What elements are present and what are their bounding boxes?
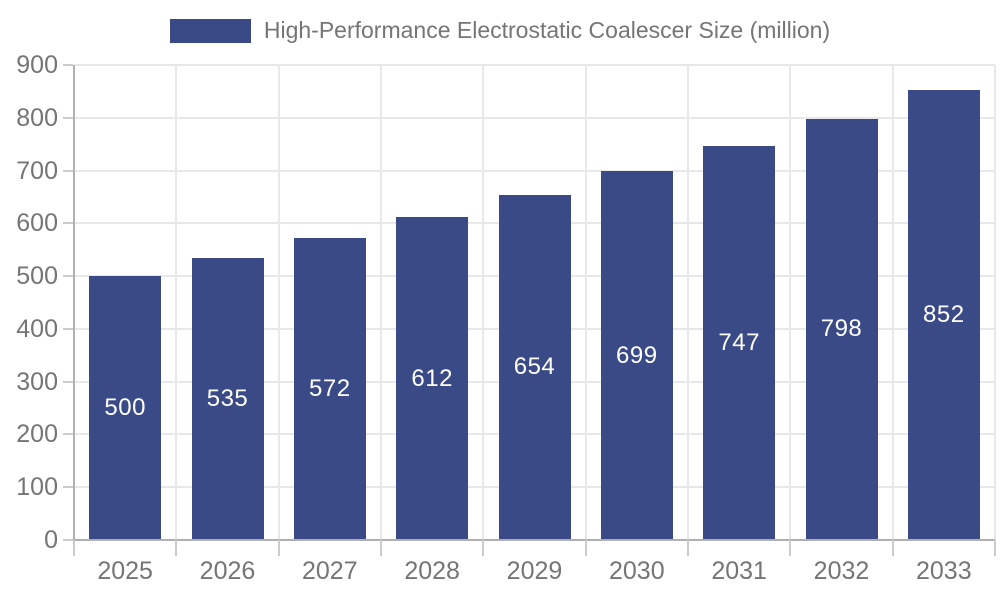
bar-2027[interactable]: 572 [293, 238, 366, 540]
y-axis-tick [63, 116, 73, 119]
gridline-vertical [994, 65, 996, 540]
bar-2028[interactable]: 612 [396, 217, 469, 540]
y-axis-label: 600 [16, 209, 58, 238]
x-axis-label: 2027 [302, 557, 358, 585]
x-axis-label: 2029 [506, 557, 563, 585]
bar-value-label: 535 [206, 384, 249, 412]
y-axis-label: 100 [16, 473, 58, 502]
y-axis-label: 400 [16, 314, 58, 343]
bar-2033[interactable]: 852 [907, 90, 980, 540]
bar-2026[interactable]: 535 [191, 257, 264, 540]
gridline-vertical [380, 65, 382, 540]
y-axis-tick [63, 486, 73, 489]
bar-value-label: 654 [513, 353, 556, 381]
legend-label: High-Performance Electrostatic Coalescer… [263, 17, 831, 43]
y-axis-tick [63, 539, 73, 541]
x-axis-label: 2028 [404, 557, 460, 585]
x-axis-tick [380, 540, 382, 556]
x-axis-tick [277, 540, 280, 556]
gridline-vertical [175, 65, 178, 540]
x-axis-tick [482, 540, 485, 556]
bar-value-label: 798 [820, 315, 863, 343]
y-axis-label: 900 [16, 51, 58, 79]
bar-value-label: 747 [718, 328, 760, 356]
gridline-horizontal [74, 169, 995, 172]
y-axis-label: 500 [16, 262, 58, 291]
x-axis-tick [584, 540, 587, 556]
y-axis-line [73, 65, 75, 540]
legend[interactable]: High-Performance Electrostatic Coalescer… [0, 17, 1000, 44]
x-axis-label: 2030 [609, 557, 665, 585]
gridline-vertical [482, 65, 485, 540]
gridline-vertical [789, 65, 792, 540]
y-axis-label: 700 [16, 156, 58, 185]
plot-area: 500 535 572 612 654 699 747 798 852 [74, 64, 996, 540]
x-axis-tick [175, 540, 178, 556]
y-axis-tick [63, 64, 73, 66]
gridline-vertical [277, 65, 280, 540]
y-axis-label: 800 [16, 103, 58, 132]
x-axis-label: 2026 [199, 557, 256, 585]
y-axis-tick [63, 169, 73, 172]
x-axis-tick [994, 540, 996, 556]
bar-value-label: 852 [923, 301, 965, 329]
y-axis-tick [63, 275, 73, 278]
y-axis-tick [63, 327, 73, 330]
x-axis-line [74, 539, 995, 541]
gridline-vertical [584, 65, 587, 540]
bar-value-label: 699 [616, 341, 658, 369]
bar-2030[interactable]: 699 [600, 171, 673, 540]
y-axis-tick [63, 380, 73, 383]
x-axis-label: 2031 [711, 557, 767, 585]
x-axis-label: 2033 [916, 557, 972, 585]
x-axis-label: 2032 [813, 557, 870, 585]
gridline-vertical [687, 65, 689, 540]
bar-2032[interactable]: 798 [805, 118, 878, 540]
x-axis-tick [73, 540, 75, 556]
gridline-vertical [891, 65, 894, 540]
bar-2029[interactable]: 654 [498, 194, 571, 540]
y-axis-tick [63, 222, 73, 225]
x-axis-tick [891, 540, 894, 556]
y-axis-tick [63, 433, 73, 436]
x-axis-tick [789, 540, 792, 556]
gridline-horizontal [74, 116, 995, 119]
legend-swatch [169, 18, 251, 43]
y-axis-label: 200 [16, 420, 58, 449]
x-axis-tick [687, 540, 689, 556]
x-axis-label: 2025 [97, 557, 153, 585]
gridline-horizontal [74, 64, 995, 66]
bar-value-label: 572 [309, 375, 351, 403]
y-axis-label: 0 [44, 526, 58, 554]
bar-value-label: 500 [104, 394, 146, 422]
bar-2031[interactable]: 747 [703, 145, 776, 540]
bar-value-label: 612 [411, 364, 453, 392]
bar-2025[interactable]: 500 [89, 276, 162, 540]
y-axis-label: 300 [16, 367, 58, 396]
